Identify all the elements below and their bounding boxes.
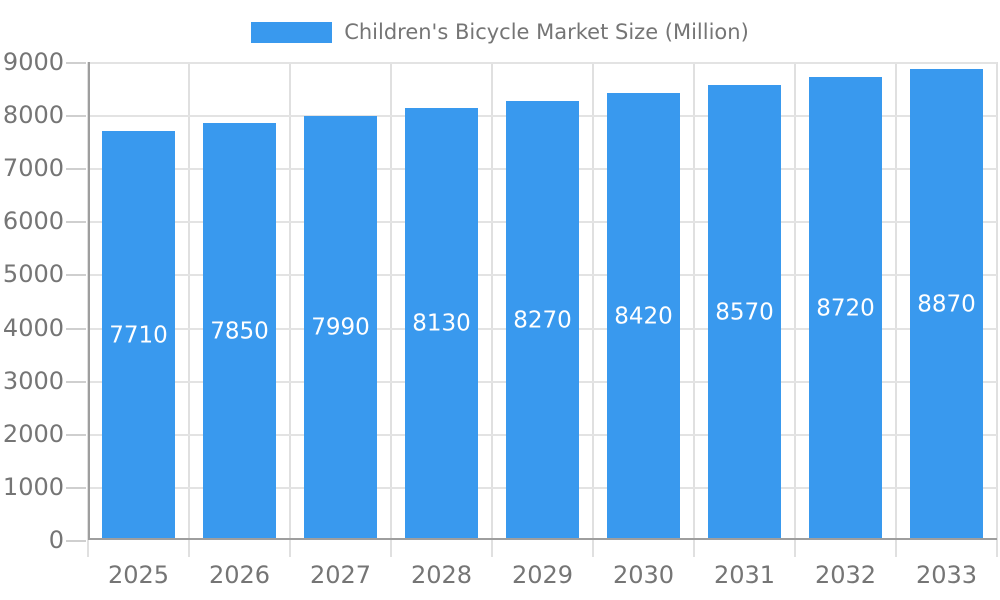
y-axis-tick [66,115,86,117]
bar-2025[interactable]: 7710 [102,131,175,540]
gridline-vertical [289,62,291,557]
y-axis-label: 1000 [2,473,64,501]
gridline-vertical [188,62,190,557]
gridline-vertical [491,62,493,557]
bar-2031[interactable]: 8570 [708,85,781,540]
legend-item[interactable]: Children's Bicycle Market Size (Million) [0,18,1000,46]
x-axis-label: 2025 [107,561,170,589]
y-axis-tick [66,434,86,436]
bar-value-label: 7850 [210,318,269,344]
bar-value-label: 8420 [614,303,673,329]
bar-value-label: 7990 [311,314,370,341]
x-axis-label: 2026 [208,561,271,589]
x-axis-label: 2033 [915,561,978,589]
bar-value-label: 8720 [816,295,875,321]
y-axis-label: 5000 [2,260,64,288]
x-axis-label: 2027 [309,561,372,589]
x-axis-label: 2032 [814,561,877,589]
bar-2030[interactable]: 8420 [607,93,680,540]
gridline-vertical [895,62,897,557]
gridline-vertical [996,62,998,557]
y-axis-label: 0 [48,526,64,554]
gridline-horizontal [88,62,997,64]
bar-2026[interactable]: 7850 [203,123,276,540]
y-axis-tick [66,168,86,170]
y-axis-label: 4000 [2,314,64,342]
bar-2033[interactable]: 8870 [910,69,983,540]
x-axis-label: 2028 [410,561,473,589]
x-axis-line [88,538,997,540]
y-axis-label: 9000 [2,48,64,76]
y-axis-label: 6000 [2,207,64,235]
bar-2029[interactable]: 8270 [506,101,579,540]
y-axis-label: 2000 [2,420,64,448]
bar-2028[interactable]: 8130 [405,108,478,540]
y-axis-tick [66,62,86,64]
plot-area: 0 1000 2000 3000 4000 5000 6000 7000 8000 9000 771… [3,49,998,588]
x-axis-label: 2030 [612,561,675,589]
legend-label: Children's Bicycle Market Size (Million) [344,20,749,44]
y-axis-label: 8000 [2,101,64,129]
bar-2027[interactable]: 7990 [304,116,377,540]
bar-value-label: 8870 [917,291,976,317]
x-axis-label: 2031 [713,561,776,589]
y-axis-tick [66,221,86,223]
y-axis-label: 7000 [2,154,64,182]
y-axis-tick [66,274,86,276]
bar-value-label: 8130 [412,310,471,337]
x-axis-label: 2029 [511,561,574,589]
bar-2032[interactable]: 8720 [809,77,882,540]
bar-value-label: 8270 [513,307,572,333]
y-axis-tick [66,487,86,489]
gridline-vertical [390,62,392,557]
y-axis-line [88,62,90,540]
gridline-vertical [693,62,695,557]
legend-swatch [251,21,333,43]
gridline-vertical [794,62,796,557]
y-axis-tick [66,381,86,383]
y-axis-tick [66,540,86,542]
gridline-vertical [592,62,594,557]
bar-value-label: 8570 [715,299,774,325]
bar-value-label: 7710 [109,322,168,348]
y-axis-label: 3000 [2,367,64,395]
y-axis-tick [66,328,86,330]
